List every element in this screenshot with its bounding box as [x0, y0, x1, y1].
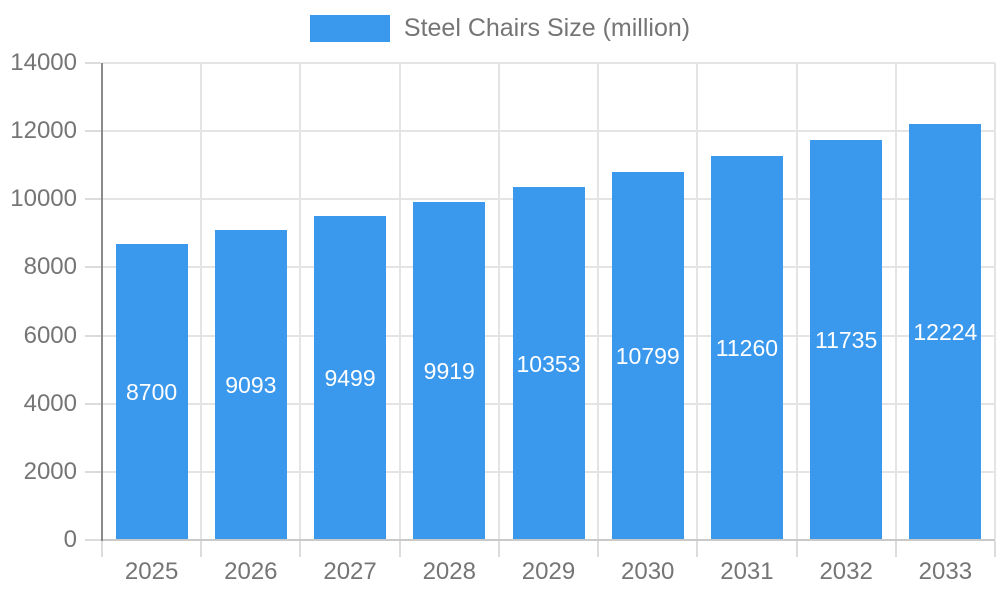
- gridline-vertical: [597, 63, 600, 540]
- bar[interactable]: 11735: [810, 140, 883, 540]
- gridline-vertical: [398, 63, 401, 540]
- gridline-vertical: [497, 63, 500, 540]
- y-axis-label: 12000: [10, 117, 77, 145]
- legend-swatch-icon: [309, 15, 390, 42]
- x-axis-tick: [894, 541, 897, 557]
- y-axis-label: 4000: [23, 389, 77, 417]
- y-axis-tick: [85, 539, 101, 541]
- bar-value-label: 11735: [815, 327, 878, 354]
- x-axis-label: 2028: [422, 558, 476, 585]
- gridline-vertical: [994, 63, 996, 540]
- x-axis-label: 2025: [124, 558, 179, 585]
- bar[interactable]: 9919: [413, 202, 486, 540]
- gridline-vertical: [894, 63, 897, 540]
- bar-value-label: 8700: [126, 378, 178, 405]
- y-axis-label: 14000: [10, 49, 77, 76]
- y-axis-label: 6000: [23, 321, 77, 349]
- bar[interactable]: 10799: [611, 172, 684, 540]
- x-axis-tick: [398, 541, 401, 557]
- gridline-vertical: [299, 63, 302, 540]
- x-axis-label: 2031: [720, 558, 774, 585]
- y-axis-tick: [85, 402, 101, 405]
- y-axis-tick: [85, 334, 101, 337]
- x-axis-line: [102, 539, 995, 541]
- y-axis-line: [101, 63, 103, 557]
- x-axis-tick: [994, 541, 996, 557]
- x-axis-label: 2033: [918, 558, 973, 585]
- x-axis-label: 2030: [621, 558, 675, 585]
- bar[interactable]: 11260: [710, 156, 783, 540]
- y-axis-label: 0: [63, 526, 77, 553]
- x-axis-tick: [200, 541, 203, 557]
- y-axis-label: 8000: [23, 253, 77, 281]
- x-axis-tick: [696, 541, 699, 557]
- gridline-horizontal: [102, 130, 995, 133]
- x-axis-tick: [795, 541, 798, 557]
- x-axis-label: 2032: [819, 558, 873, 585]
- y-axis-tick: [85, 62, 101, 64]
- x-axis-tick: [497, 541, 500, 557]
- gridline-vertical: [696, 63, 699, 540]
- bar-value-label: 10799: [615, 343, 680, 370]
- legend-item[interactable]: Steel Chairs Size (million): [0, 14, 1000, 43]
- gridline-horizontal: [102, 62, 995, 64]
- y-axis-tick: [85, 470, 101, 473]
- bar[interactable]: 9093: [214, 230, 287, 540]
- bar-value-label: 9499: [324, 365, 376, 392]
- x-axis-tick: [597, 541, 600, 557]
- bar[interactable]: 10353: [512, 187, 585, 540]
- x-axis-tick: [101, 541, 103, 557]
- bar[interactable]: 12224: [909, 123, 982, 540]
- gridline-vertical: [795, 63, 798, 540]
- bar-value-label: 12224: [913, 318, 978, 345]
- x-axis-label: 2026: [224, 558, 278, 585]
- y-axis-tick: [85, 198, 101, 201]
- bar[interactable]: 9499: [314, 216, 387, 540]
- bar-value-label: 10353: [516, 350, 581, 377]
- bar[interactable]: 8700: [115, 243, 188, 540]
- x-axis-label: 2029: [521, 558, 576, 585]
- y-axis-tick: [85, 266, 101, 269]
- legend-label: Steel Chairs Size (million): [403, 14, 691, 42]
- bar-value-label: 11260: [715, 335, 779, 362]
- y-axis-tick: [85, 130, 101, 133]
- bar-value-label: 9919: [423, 358, 475, 385]
- y-axis-label: 10000: [10, 185, 77, 213]
- plot-area: 8700 9093 9499 9919 10353 10799 11260 11735 1222…: [102, 62, 996, 540]
- x-axis-tick: [299, 541, 302, 557]
- bar-value-label: 9093: [225, 372, 277, 399]
- y-axis-label: 2000: [23, 457, 77, 485]
- gridline-vertical: [200, 63, 203, 540]
- x-axis-label: 2027: [323, 558, 377, 585]
